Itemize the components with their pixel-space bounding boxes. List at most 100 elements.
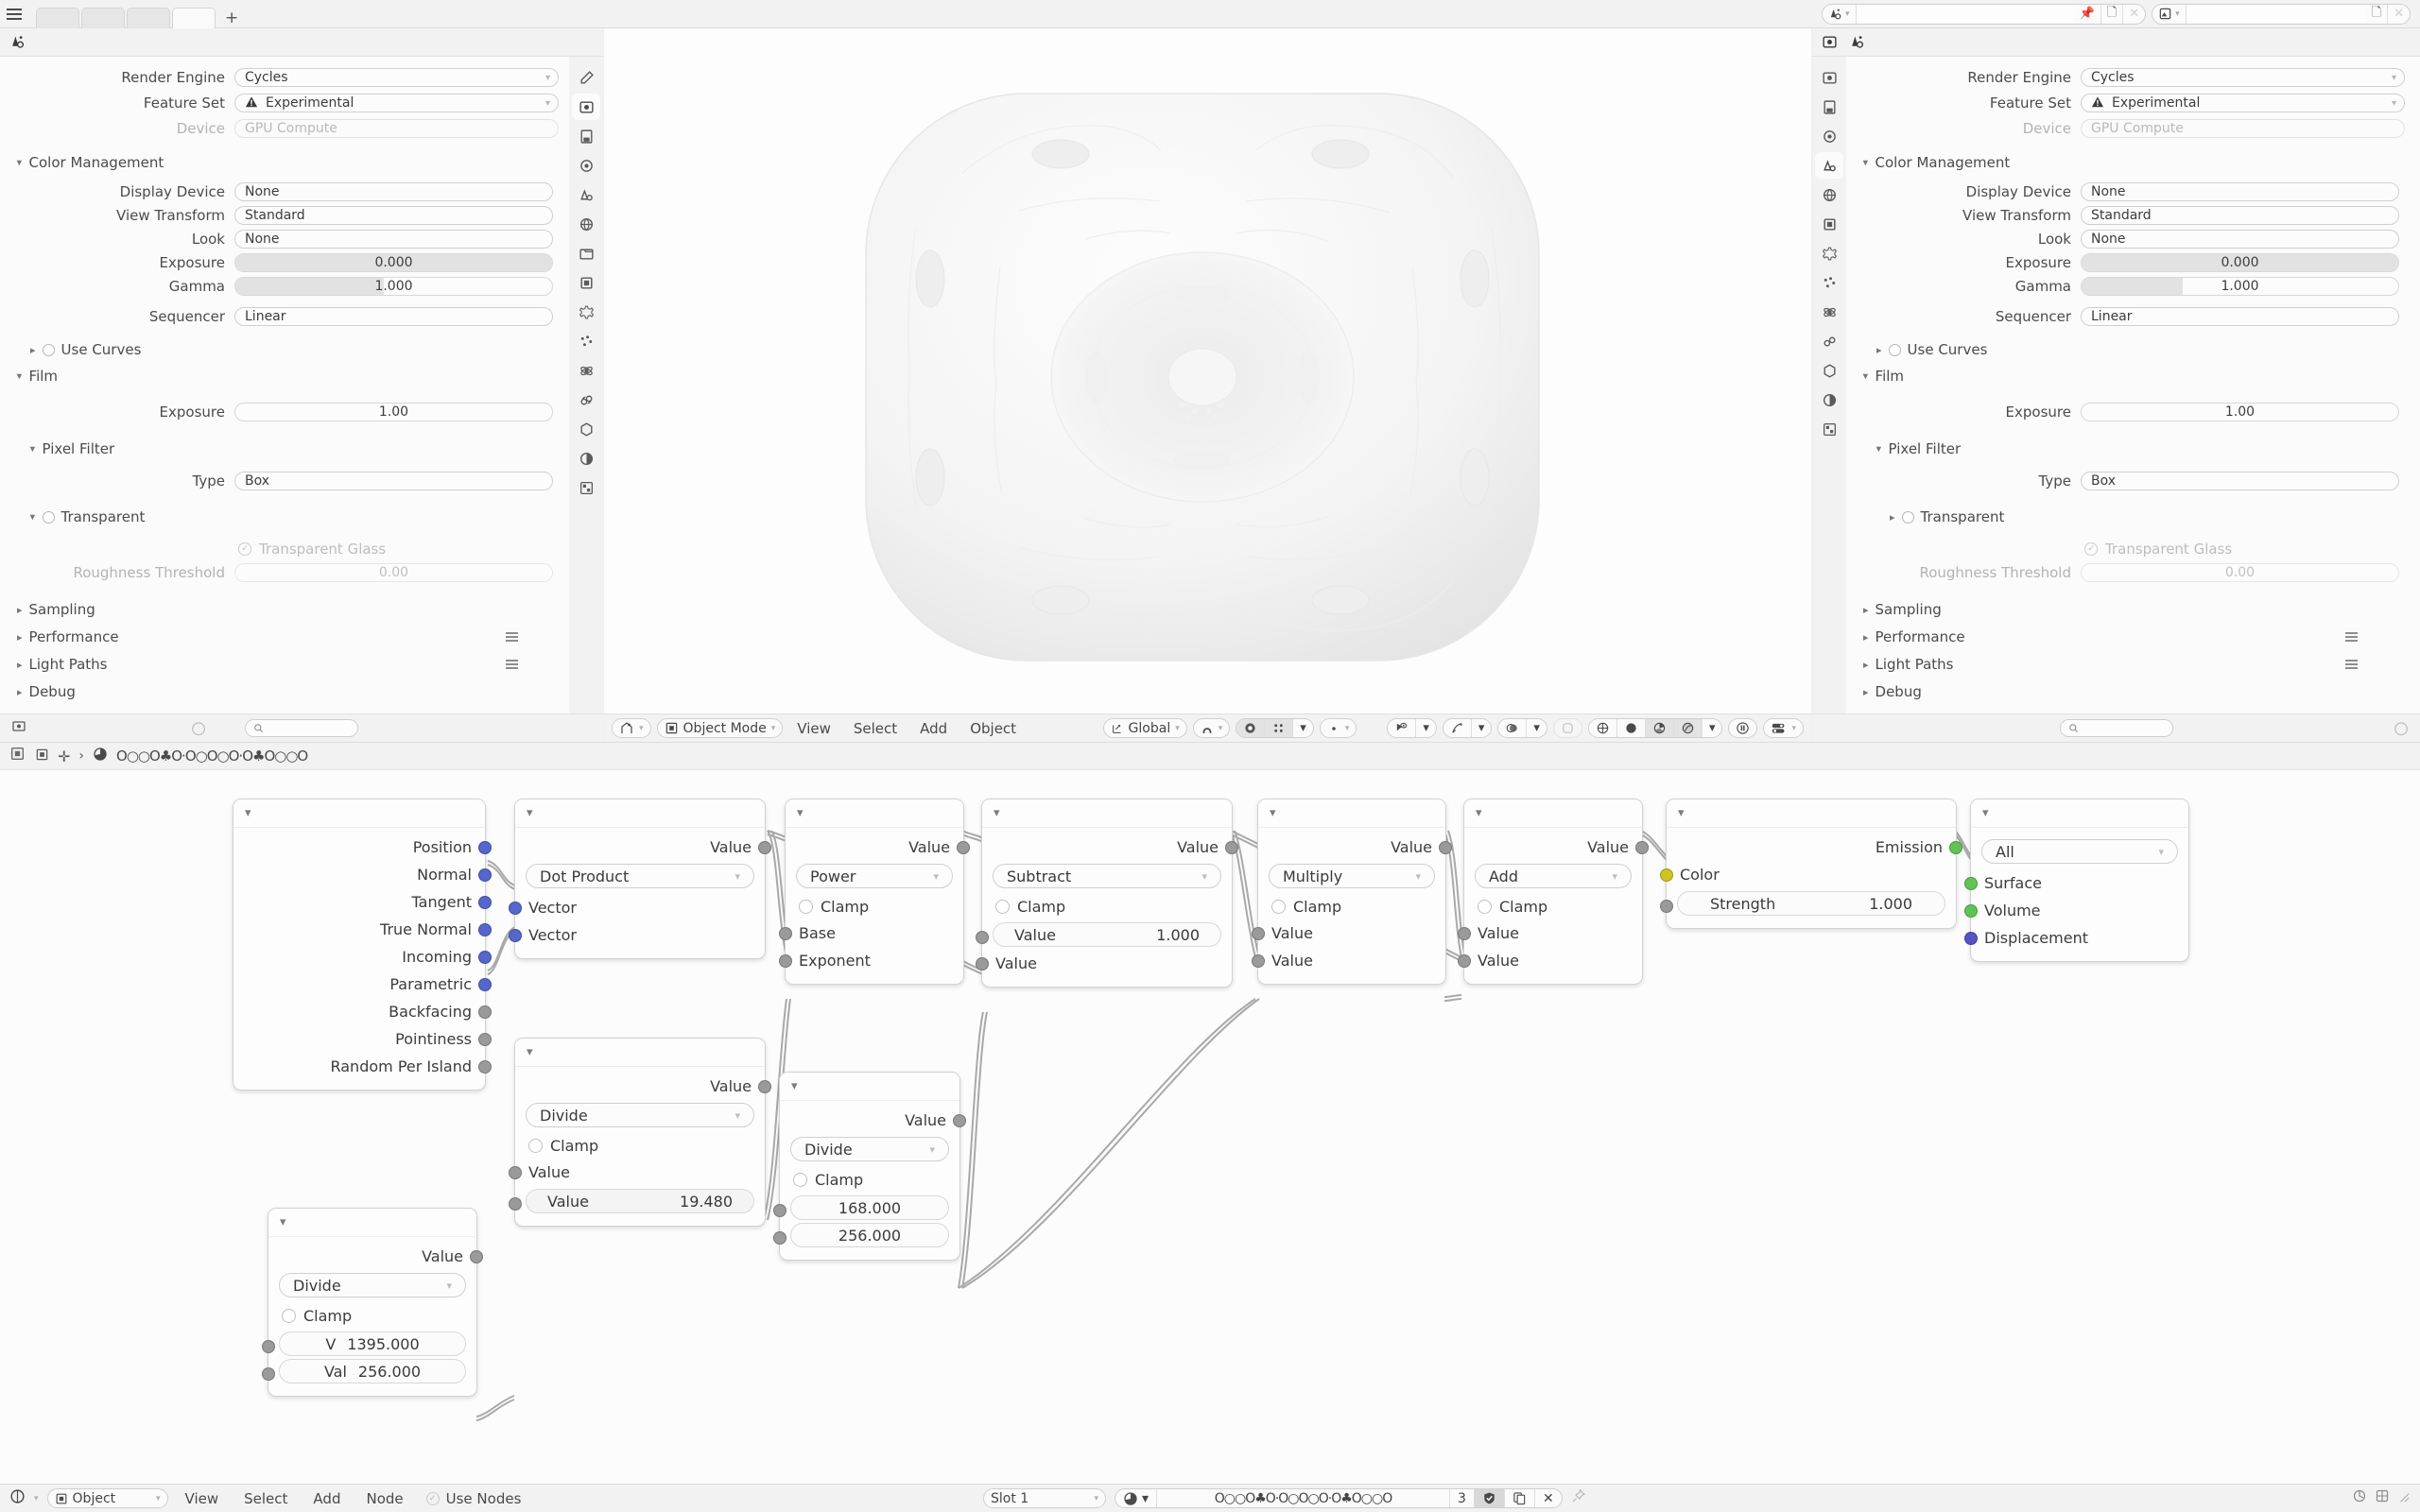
material-sphere-icon[interactable] bbox=[93, 747, 108, 765]
clamp-checkbox-row[interactable]: Clamp bbox=[515, 1133, 765, 1159]
operation-dropdown[interactable]: Power ▾ bbox=[796, 864, 953, 888]
socket-emission-out[interactable]: Emission bbox=[1667, 833, 1962, 861]
socket-dot[interactable] bbox=[262, 1367, 275, 1381]
node-editor-type-icon[interactable] bbox=[9, 746, 26, 766]
mode-selector[interactable]: Object Mode ▾ bbox=[656, 718, 784, 738]
properties-filter-icon[interactable]: ○ bbox=[191, 718, 206, 738]
value-field-b[interactable]: Value 19.480 bbox=[526, 1189, 754, 1213]
clamp-checkbox-row[interactable]: Clamp bbox=[268, 1303, 476, 1329]
socket-value-a[interactable]: Value bbox=[1252, 919, 1445, 947]
new-scene-icon[interactable]: 🗋 bbox=[2101, 4, 2124, 24]
node-geometry[interactable]: ▾ Position Normal Tangent True Normal In… bbox=[233, 799, 492, 1091]
node-header[interactable]: ▾ bbox=[1971, 799, 2188, 828]
socket-dot[interactable] bbox=[478, 951, 492, 964]
socket-value-out[interactable]: Value bbox=[268, 1243, 483, 1270]
use-curves-checkbox-right[interactable] bbox=[1888, 343, 1901, 356]
render-engine-dropdown-right[interactable]: Cycles ▾ bbox=[2081, 68, 2405, 87]
device-dropdown[interactable]: GPU Compute bbox=[234, 119, 559, 138]
chevron-down-icon[interactable]: ▾ bbox=[797, 806, 804, 820]
socket-backfacing[interactable]: Backfacing bbox=[233, 998, 492, 1025]
shader-editor-icon[interactable] bbox=[9, 1488, 26, 1509]
socket-dot[interactable] bbox=[758, 1080, 771, 1093]
socket-dot[interactable] bbox=[509, 902, 522, 915]
node-header[interactable]: ▾ bbox=[780, 1073, 959, 1101]
node-header[interactable]: ▾ bbox=[268, 1209, 476, 1237]
light-paths-panel-header[interactable]: ▸ Light Paths bbox=[0, 654, 569, 675]
socket-vector-b[interactable]: Vector bbox=[509, 921, 765, 949]
clamp-checkbox-row[interactable]: Clamp bbox=[982, 894, 1232, 919]
performance-options-icon[interactable] bbox=[506, 632, 518, 642]
properties-tab-constraints[interactable] bbox=[572, 387, 600, 413]
delete-viewlayer-icon[interactable]: ✕ bbox=[2394, 7, 2404, 21]
properties-tab-tool-right[interactable] bbox=[1815, 64, 1843, 91]
socket-dot[interactable] bbox=[478, 923, 492, 936]
socket-position[interactable]: Position bbox=[233, 833, 492, 861]
value-field-a[interactable]: V 1395.000 bbox=[279, 1332, 466, 1356]
properties-tab-scene[interactable] bbox=[572, 181, 600, 208]
clamp-checkbox[interactable] bbox=[995, 900, 1010, 914]
socket-dot[interactable] bbox=[1964, 877, 1978, 890]
node-header[interactable]: ▾ bbox=[1667, 799, 1956, 828]
socket-value-out[interactable]: Value bbox=[982, 833, 1238, 861]
roughness-threshold-slider[interactable]: 0.00 bbox=[234, 563, 553, 582]
film-exposure-slider-right[interactable]: 1.00 bbox=[2081, 403, 2399, 421]
properties-editor-icon-right[interactable] bbox=[1822, 34, 1838, 50]
properties-filter-icon-right[interactable]: ○ bbox=[2394, 718, 2409, 738]
node-header[interactable]: ▾ bbox=[1464, 799, 1642, 828]
socket-dot[interactable] bbox=[1964, 904, 1978, 918]
render-engine-dropdown[interactable]: Cycles ▾ bbox=[234, 68, 559, 87]
render-properties-icon-right[interactable] bbox=[1849, 34, 1865, 50]
use-nodes-checkbox[interactable]: ✓ bbox=[425, 1491, 440, 1505]
properties-tab-output[interactable] bbox=[572, 123, 600, 149]
node-math-power[interactable]: ▾ Value Power ▾ Clamp Base Exponent bbox=[779, 799, 970, 985]
xray-toggle[interactable] bbox=[1552, 718, 1582, 738]
scene-name-field[interactable] bbox=[1856, 4, 2074, 24]
properties-editor-type-icon[interactable] bbox=[11, 718, 26, 738]
properties-tab-particles[interactable] bbox=[572, 328, 600, 354]
socket-random-per-island[interactable]: Random Per Island bbox=[233, 1053, 492, 1080]
node-header[interactable]: ▾ bbox=[515, 799, 765, 828]
properties-tab-tool[interactable] bbox=[572, 64, 600, 91]
chevron-down-icon[interactable]: ▾ bbox=[527, 806, 533, 820]
view-transform-dropdown-right[interactable]: Standard bbox=[2081, 206, 2399, 225]
workspace-tab-4[interactable] bbox=[172, 7, 216, 28]
socket-color[interactable]: Color bbox=[1660, 861, 1956, 888]
visibility-group[interactable]: ▾ bbox=[1387, 718, 1437, 738]
use-curves-checkbox[interactable] bbox=[42, 343, 55, 356]
socket-dot[interactable] bbox=[779, 927, 792, 940]
object-visibility-icon[interactable] bbox=[1388, 719, 1417, 737]
socket-normal[interactable]: Normal bbox=[233, 861, 492, 888]
properties-tab-modifier[interactable] bbox=[572, 299, 600, 325]
light-paths-panel-header-right[interactable]: ▸ Light Paths bbox=[1846, 654, 2420, 675]
roughness-threshold-slider-right[interactable]: 0.00 bbox=[2081, 563, 2399, 582]
snap-button[interactable]: ▾ bbox=[1192, 718, 1231, 738]
socket-exponent[interactable]: Exponent bbox=[779, 947, 963, 974]
new-material-icon[interactable] bbox=[1505, 1489, 1535, 1507]
clamp-checkbox[interactable] bbox=[793, 1173, 807, 1187]
material-preview-shading-icon[interactable] bbox=[1645, 719, 1674, 737]
pin-icon[interactable] bbox=[1571, 1488, 1586, 1508]
editor-type-button[interactable]: ▾ bbox=[612, 718, 651, 738]
blender-menu-icon[interactable] bbox=[0, 0, 28, 28]
node-header[interactable]: ▾ bbox=[233, 799, 485, 828]
workspace-tab-2[interactable] bbox=[81, 7, 125, 28]
value-field-a[interactable]: Value 1.000 bbox=[993, 922, 1221, 947]
value-field-a[interactable]: 168.000 bbox=[790, 1195, 949, 1220]
target-dropdown[interactable]: All ▾ bbox=[1981, 839, 2178, 864]
properties-tab-texture[interactable] bbox=[572, 474, 600, 501]
node-vector-math-dot-product[interactable]: ▾ Value Dot Product ▾ Vector Vector bbox=[509, 799, 771, 959]
chevron-down-icon[interactable]: ▾ bbox=[34, 1493, 39, 1503]
pixel-filter-panel-header-right[interactable]: ▸ Pixel Filter bbox=[1846, 438, 2420, 459]
node-header[interactable]: ▾ bbox=[786, 799, 963, 828]
properties-tab-data-right[interactable] bbox=[1815, 357, 1843, 384]
film-panel-header[interactable]: ▸ Film bbox=[0, 366, 569, 387]
socket-dot[interactable] bbox=[478, 841, 492, 854]
socket-dot[interactable] bbox=[509, 1197, 522, 1211]
socket-value-out[interactable]: Value bbox=[515, 833, 771, 861]
clamp-checkbox[interactable] bbox=[1271, 900, 1286, 914]
socket-dot[interactable] bbox=[1225, 841, 1238, 854]
light-paths-options-icon-right[interactable] bbox=[2345, 660, 2358, 669]
clamp-checkbox-row[interactable]: Clamp bbox=[1464, 894, 1642, 919]
socket-dot[interactable] bbox=[953, 1114, 966, 1127]
socket-value-out[interactable]: Value bbox=[1258, 833, 1452, 861]
